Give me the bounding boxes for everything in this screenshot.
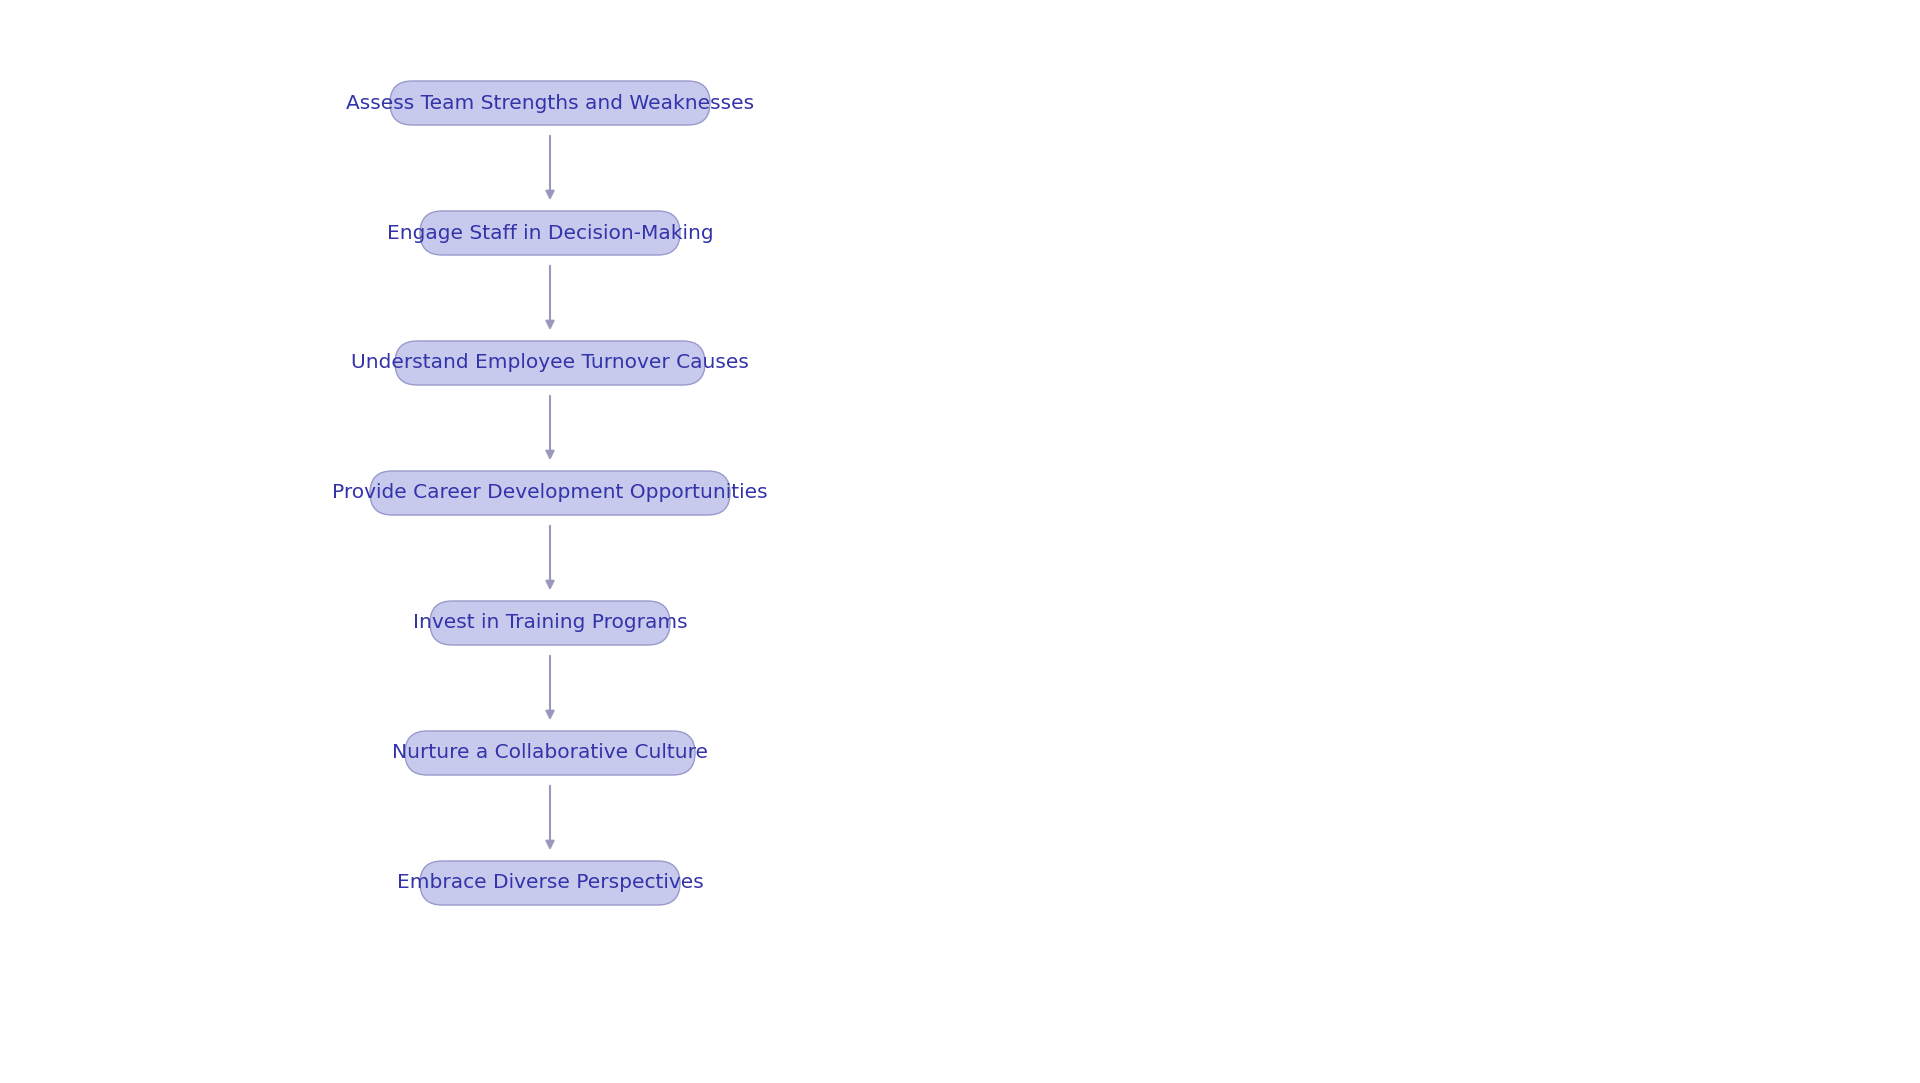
FancyBboxPatch shape <box>390 81 710 125</box>
Text: Engage Staff in Decision-Making: Engage Staff in Decision-Making <box>386 223 714 243</box>
FancyBboxPatch shape <box>430 601 670 645</box>
FancyBboxPatch shape <box>405 731 695 775</box>
FancyBboxPatch shape <box>396 341 705 384</box>
FancyBboxPatch shape <box>420 861 680 905</box>
FancyBboxPatch shape <box>371 471 730 516</box>
Text: Understand Employee Turnover Causes: Understand Employee Turnover Causes <box>351 353 749 373</box>
Text: Embrace Diverse Perspectives: Embrace Diverse Perspectives <box>397 874 703 892</box>
Text: Provide Career Development Opportunities: Provide Career Development Opportunities <box>332 483 768 503</box>
Text: Invest in Training Programs: Invest in Training Programs <box>413 613 687 632</box>
Text: Nurture a Collaborative Culture: Nurture a Collaborative Culture <box>392 744 708 762</box>
Text: Assess Team Strengths and Weaknesses: Assess Team Strengths and Weaknesses <box>346 93 755 113</box>
FancyBboxPatch shape <box>420 211 680 255</box>
